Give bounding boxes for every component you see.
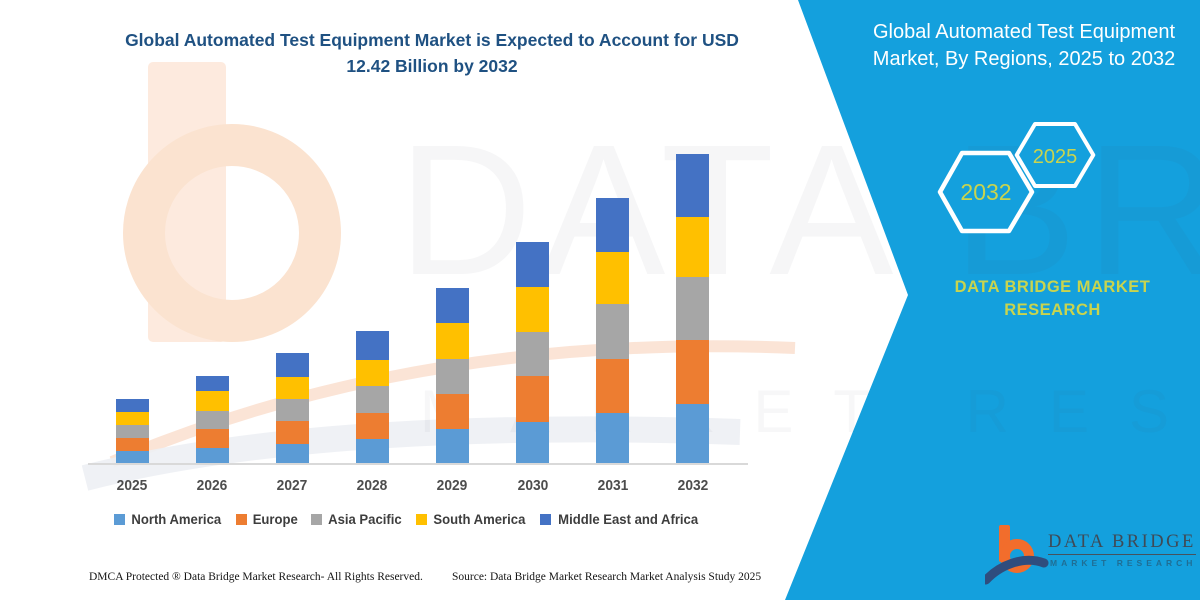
bar-segment <box>275 443 309 464</box>
bar-segment <box>195 447 229 464</box>
bar-segment <box>355 359 389 386</box>
bar-segment <box>275 353 309 378</box>
stacked-bar-2030 <box>516 242 549 464</box>
bar-segment <box>275 377 309 399</box>
logo-swoosh <box>985 555 1049 585</box>
x-axis-label: 2027 <box>276 478 308 494</box>
stacked-bar-2029 <box>435 288 469 464</box>
stacked-bar-2031 <box>596 197 630 464</box>
chart-title-line1: Global Automated Test Equipment Market i… <box>125 30 739 50</box>
bar-segment <box>435 358 469 394</box>
legend-marker <box>235 514 247 525</box>
dmca-notice: DMCA Protected ® Data Bridge Market Rese… <box>89 571 423 583</box>
bar-segment <box>676 340 710 404</box>
bar-segment <box>435 429 469 464</box>
source-note: Source: Data Bridge Market Research Mark… <box>452 571 762 583</box>
legend-item: Europe <box>235 512 299 527</box>
bar-segment <box>676 276 710 340</box>
bar-segment <box>435 394 469 429</box>
legend-label: South America <box>433 512 526 527</box>
bar-segment <box>516 331 549 377</box>
chart-title: Global Automated Test Equipment Market i… <box>82 27 782 79</box>
bar-segment <box>115 399 149 413</box>
bar-segment <box>516 287 549 332</box>
bar-segment <box>355 412 389 439</box>
stacked-bar-2026 <box>195 375 229 464</box>
x-axis-label: 2030 <box>517 478 548 494</box>
legend-item: South America <box>415 512 527 527</box>
hexagon-2025-label: 2025 <box>1033 146 1078 168</box>
stacked-bar-2027 <box>275 353 309 464</box>
stacked-bar-2028 <box>355 331 389 464</box>
x-axis-label: 2031 <box>597 478 628 494</box>
legend-item: Middle East and Africa <box>539 512 700 527</box>
bar-segment <box>355 439 389 464</box>
legend-marker <box>539 514 551 525</box>
panel-brand-name: DATA BRIDGE MARKET RESEARCH <box>905 276 1200 322</box>
bar-segment <box>596 303 630 359</box>
bar-segment <box>676 153 710 217</box>
bar-segment <box>516 376 549 422</box>
x-axis-label: 2025 <box>116 478 148 494</box>
x-axis-line <box>88 463 748 465</box>
bar-segment <box>435 288 469 323</box>
bar-segment <box>115 437 149 451</box>
bar-segment <box>596 412 630 464</box>
legend-label: North America <box>131 512 222 527</box>
bar-segment <box>115 412 149 425</box>
bar-segment <box>516 242 549 288</box>
panel-title: Global Automated Test Equipment Market, … <box>850 19 1198 73</box>
bar-segment <box>676 216 710 277</box>
bar-segment <box>676 404 710 464</box>
panel-brand-line2: RESEARCH <box>1004 301 1101 319</box>
hexagon-2032 <box>937 150 1035 234</box>
x-axis-label: 2029 <box>437 478 468 494</box>
x-axis-label: 2028 <box>356 478 388 494</box>
bar-segment <box>596 251 630 304</box>
bar-segment <box>275 420 309 444</box>
bar-segment <box>195 410 229 429</box>
panel-title-line2: Market, By Regions, 2025 to 2032 <box>872 48 1176 70</box>
bar-segment <box>195 428 229 448</box>
legend-label: Europe <box>252 512 298 527</box>
bar-segment <box>355 331 389 360</box>
bar-segment <box>195 375 229 391</box>
stacked-bar-2032 <box>676 153 710 464</box>
stacked-bar-2025 <box>115 399 149 464</box>
hexagon-2025 <box>1014 122 1096 188</box>
bar-segment <box>596 197 630 252</box>
legend-label: Middle East and Africa <box>557 512 698 527</box>
panel-brand-line1: DATA BRIDGE MARKET <box>954 278 1151 296</box>
chart-legend: North America Europe Asia Pacific South Ame… <box>114 512 774 527</box>
bar-segment <box>516 421 549 464</box>
bar-segment <box>115 424 149 438</box>
hexagon-2032-label: 2032 <box>960 179 1011 205</box>
x-axis-label: 2032 <box>677 478 709 494</box>
chart-title-line2: 12.42 Billion by 2032 <box>346 56 518 76</box>
legend-marker <box>311 514 323 525</box>
year-hexagons: 2032 2025 <box>937 122 1096 234</box>
legend-item: Asia Pacific <box>311 512 403 527</box>
legend-label: Asia Pacific <box>328 512 402 527</box>
x-axis-label: 2026 <box>196 478 228 494</box>
data-bridge-logo-mark <box>985 525 1049 585</box>
legend-item: North America <box>114 512 223 527</box>
bar-segment <box>355 385 389 413</box>
legend-marker <box>415 514 427 525</box>
bar-segment <box>596 358 630 413</box>
legend-marker <box>114 514 125 525</box>
bar-segment <box>115 450 149 464</box>
bar-segment <box>275 398 309 421</box>
bar-segment <box>435 322 469 359</box>
panel-title-line1: Global Automated Test Equipment <box>872 21 1176 43</box>
logo-wordmark: DATA BRIDGE <box>1048 532 1196 555</box>
logo-tagline: MARKET RESEARCH <box>1050 558 1197 568</box>
bar-segment <box>195 390 229 411</box>
